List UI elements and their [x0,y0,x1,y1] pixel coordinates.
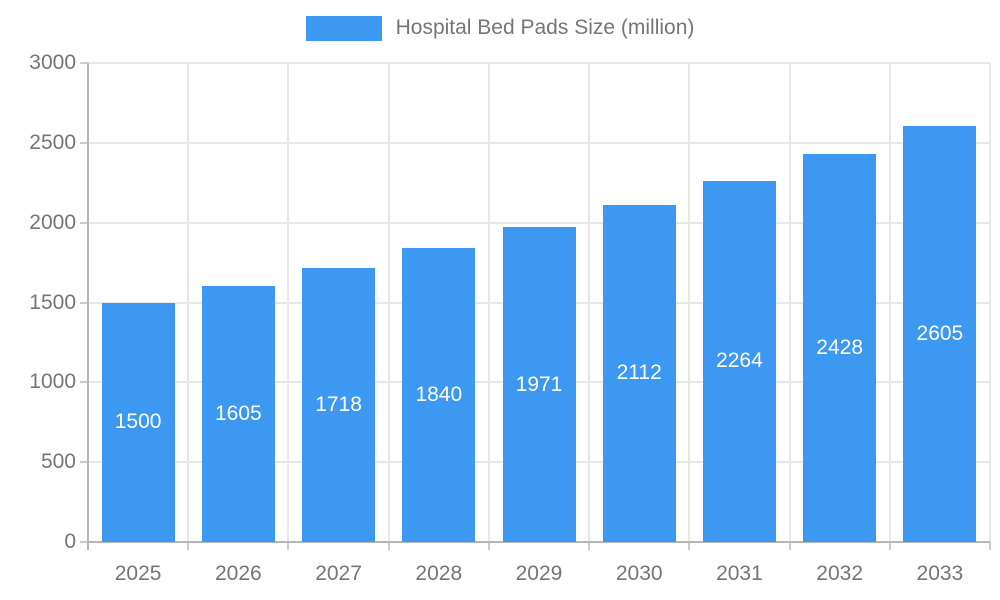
y-axis-tick [80,301,88,304]
x-axis-tick-label: 2029 [515,562,563,585]
y-axis-tick-label: 1500 [29,290,76,314]
bar-value-label: 2112 [616,361,662,385]
legend: Hospital Bed Pads Size (million) [0,12,1000,44]
x-axis-tick [187,542,190,550]
x-axis-tick [989,542,991,550]
x-gridline [487,63,490,542]
bar: 1840 [402,248,476,542]
y-axis-tick-label: 2000 [29,210,76,234]
x-gridline [287,63,290,542]
y-axis-tick [80,541,88,543]
bar: 2264 [702,180,776,542]
bar-value-label: 2605 [916,322,964,346]
y-axis-tick [80,461,88,464]
y-axis-tick-label: 0 [64,530,76,553]
bar-value-label: 1718 [315,392,362,416]
bar: 2605 [903,126,977,542]
x-axis-tick-label: 2025 [114,562,162,585]
x-axis-tick [487,542,490,550]
bar-value-label: 1605 [214,401,262,425]
x-axis-tick-label: 2027 [315,562,362,585]
x-gridline [888,63,891,542]
x-axis-tick [387,542,390,550]
x-axis-tick-label: 2032 [816,562,864,585]
y-axis-tick [80,141,88,144]
bar: 1500 [101,302,175,542]
bar: 2112 [602,204,676,542]
x-gridline [588,63,591,542]
x-axis-tick-label: 2031 [716,562,763,585]
legend-label: Hospital Bed Pads Size (million) [395,16,695,39]
x-gridline [187,63,190,542]
y-axis-tick [80,381,88,384]
x-gridline [387,63,390,542]
y-gridline [88,62,990,64]
x-axis-tick-label: 2030 [615,562,663,585]
y-axis-tick [80,221,88,224]
bar: 1718 [302,267,376,542]
x-gridline [989,63,991,542]
x-gridline [788,63,791,542]
bar-value-label: 2264 [716,349,763,373]
legend-swatch [305,15,382,41]
bar: 1605 [201,285,275,542]
x-axis-tick [788,542,791,550]
x-axis-tick-label: 2026 [214,562,262,585]
bar-value-label: 1971 [515,372,563,396]
y-axis-tick-label: 2500 [29,130,76,154]
y-axis-tick-label: 500 [40,450,76,474]
y-gridline [88,221,990,224]
y-axis-tick-label: 3000 [29,51,76,74]
x-axis-tick-label: 2028 [415,562,463,585]
y-axis-tick-label: 1000 [29,370,76,394]
y-axis-tick [80,62,88,64]
x-gridline [688,63,691,542]
y-gridline [88,141,990,144]
bar: 1971 [502,227,576,542]
x-axis-tick [888,542,891,550]
bar-value-label: 1840 [415,383,463,407]
y-axis-line [87,63,89,550]
x-axis-tick [287,542,290,550]
bar-value-label: 1500 [114,410,162,434]
x-axis-tick [688,542,691,550]
x-axis-tick-label: 2033 [916,562,964,585]
bar: 2428 [803,154,877,542]
x-axis-line [88,541,990,543]
bar-value-label: 2428 [816,336,864,360]
x-axis-tick [588,542,591,550]
